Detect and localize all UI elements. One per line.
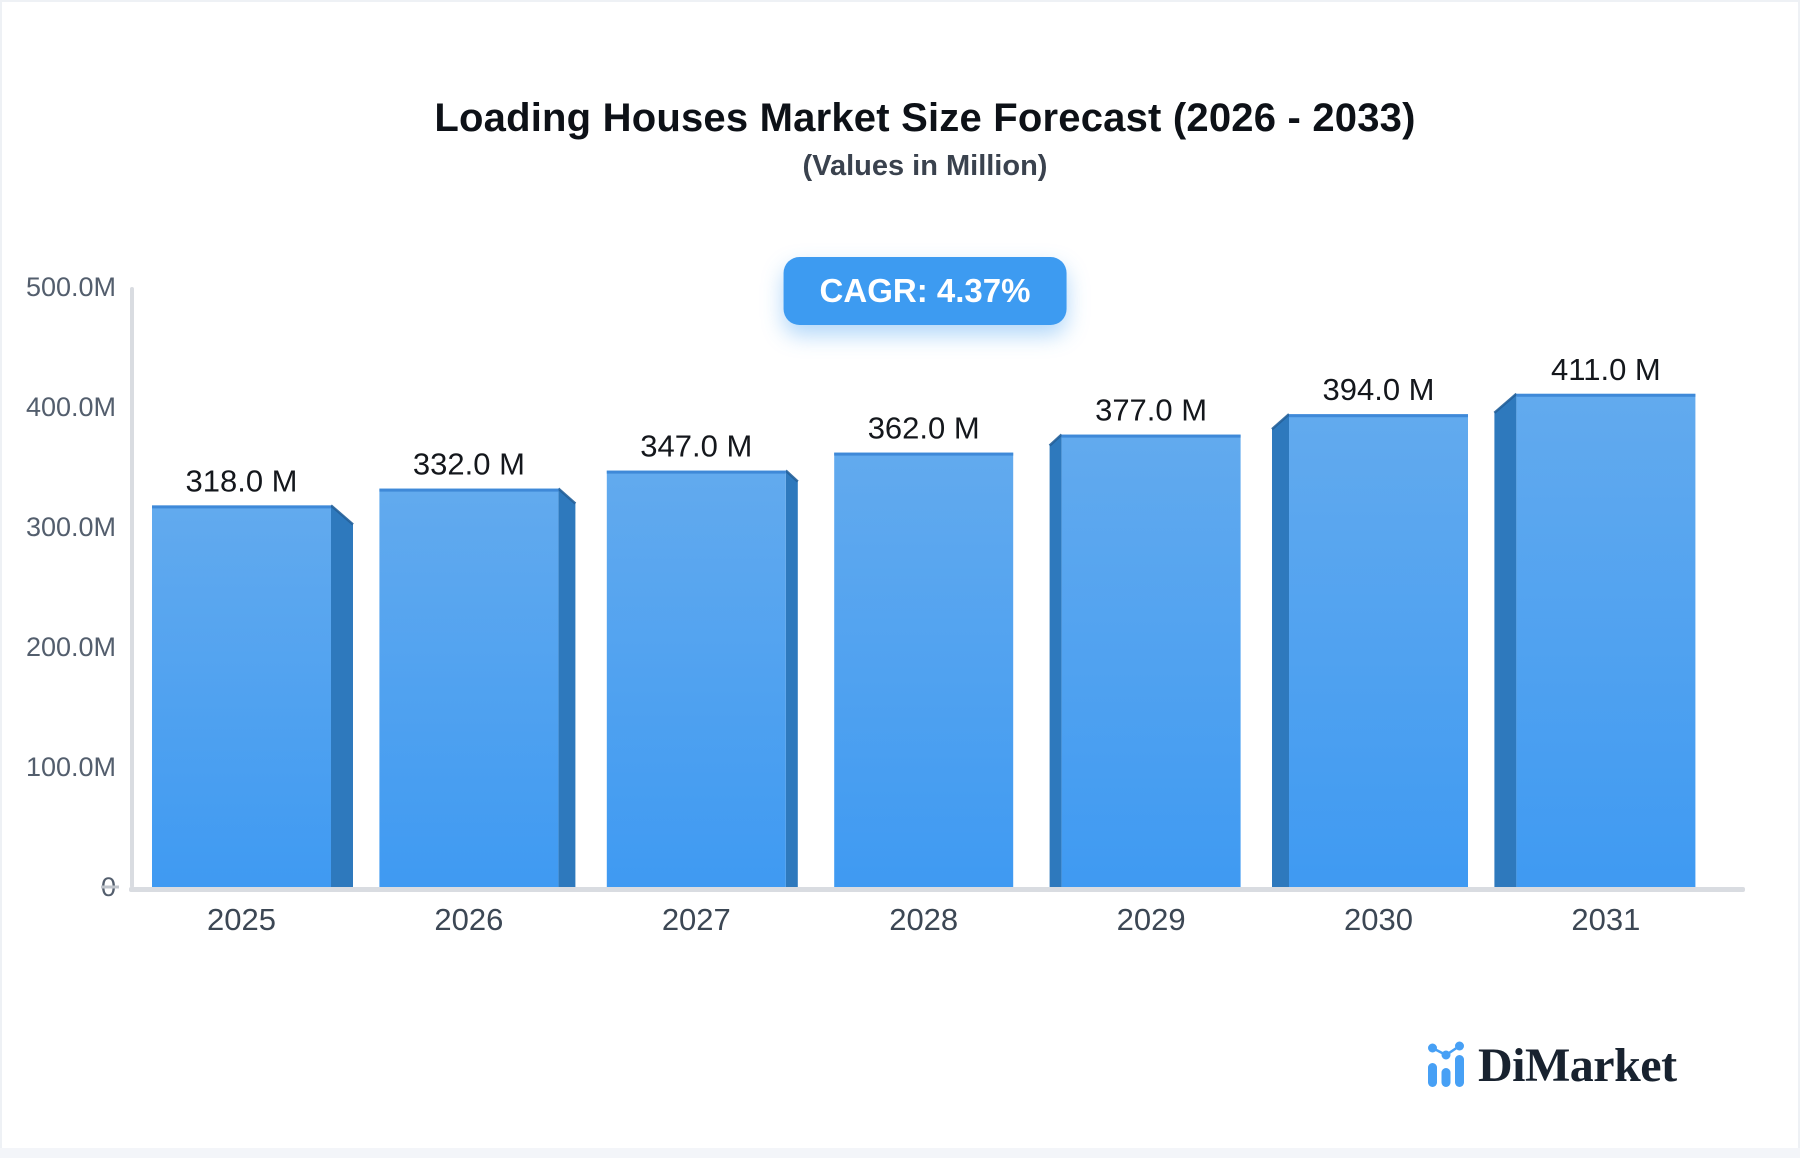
x-axis-tick-label: 2028 <box>889 902 958 937</box>
logo-bar <box>1428 1063 1437 1087</box>
x-axis-tick-label: 2025 <box>207 902 276 937</box>
bar-value-label: 362.0 M <box>868 411 980 446</box>
bar-top-edge <box>1289 414 1468 418</box>
bar-3d-side <box>1272 414 1289 887</box>
y-axis-tick-label: 300.0M <box>26 512 116 542</box>
bar-3d-side-edge <box>1493 392 1518 414</box>
y-axis-tick-label: 500.0M <box>26 272 116 302</box>
bar-value-label: 318.0 M <box>185 463 297 498</box>
x-axis-tick-label: 2026 <box>434 902 503 937</box>
bar-3d-side <box>558 488 576 887</box>
bar-top-edge <box>606 470 786 474</box>
bar-top-edge <box>152 505 331 509</box>
bar-value-label: 411.0 M <box>1551 352 1661 387</box>
bar-value-label: 394.0 M <box>1322 372 1434 407</box>
cagr-badge: CAGR: 4.37% <box>783 257 1067 325</box>
bar-3d-side <box>785 470 798 887</box>
y-axis-tick-label: 200.0M <box>26 632 116 662</box>
x-axis-line <box>129 887 1745 892</box>
bar-2029 <box>1061 434 1241 887</box>
y-axis-tick-label: 100.0M <box>26 752 116 782</box>
bar-top-edge <box>1516 393 1696 397</box>
bar-2025 <box>152 505 331 887</box>
bar-2028 <box>834 452 1014 887</box>
bar-top-edge <box>379 488 559 492</box>
bar-2027 <box>606 470 786 887</box>
bar-top-edge <box>834 452 1014 456</box>
y-axis-tick-label: 400.0M <box>26 392 116 422</box>
bar-value-label: 347.0 M <box>640 429 752 464</box>
bar-2031 <box>1516 393 1696 887</box>
bar-3d-side <box>1494 393 1517 887</box>
logo-trend-dot <box>1455 1041 1464 1051</box>
bar-top-edge <box>1061 434 1241 438</box>
mini-bar-chart-icon <box>1428 1041 1464 1087</box>
bar-2030 <box>1289 414 1468 887</box>
bar-3d-side-edge <box>1271 413 1290 431</box>
brand-logo: DiMarket <box>1426 1038 1677 1090</box>
bar-value-label: 332.0 M <box>413 447 525 482</box>
bar-3d-side-edge <box>1048 433 1063 447</box>
x-axis-tick-label: 2027 <box>662 902 731 937</box>
logo-trend-dot <box>1441 1050 1451 1060</box>
logo-bar <box>1455 1055 1464 1087</box>
y-axis-line <box>130 287 134 888</box>
chart-subtitle: (Values in Million) <box>802 150 1048 182</box>
x-axis-tick-label: 2029 <box>1117 902 1186 937</box>
x-axis-tick-label: 2031 <box>1571 902 1640 937</box>
bar-3d-side-edge <box>784 469 799 483</box>
bar-2026 <box>379 488 559 887</box>
bar-3d-side <box>331 505 353 887</box>
brand-logo-text: DiMarket <box>1478 1039 1677 1092</box>
x-axis-tick-label: 2030 <box>1344 902 1413 937</box>
chart-title: Loading Houses Market Size Forecast (202… <box>434 96 1416 140</box>
bar-3d-side <box>1049 434 1062 887</box>
bar-value-label: 377.0 M <box>1095 393 1207 428</box>
bar-3d-side-edge <box>330 504 354 526</box>
logo-bar <box>1441 1068 1451 1087</box>
bar-3d-side-edge <box>557 487 577 505</box>
logo-trend-dot <box>1428 1043 1437 1053</box>
